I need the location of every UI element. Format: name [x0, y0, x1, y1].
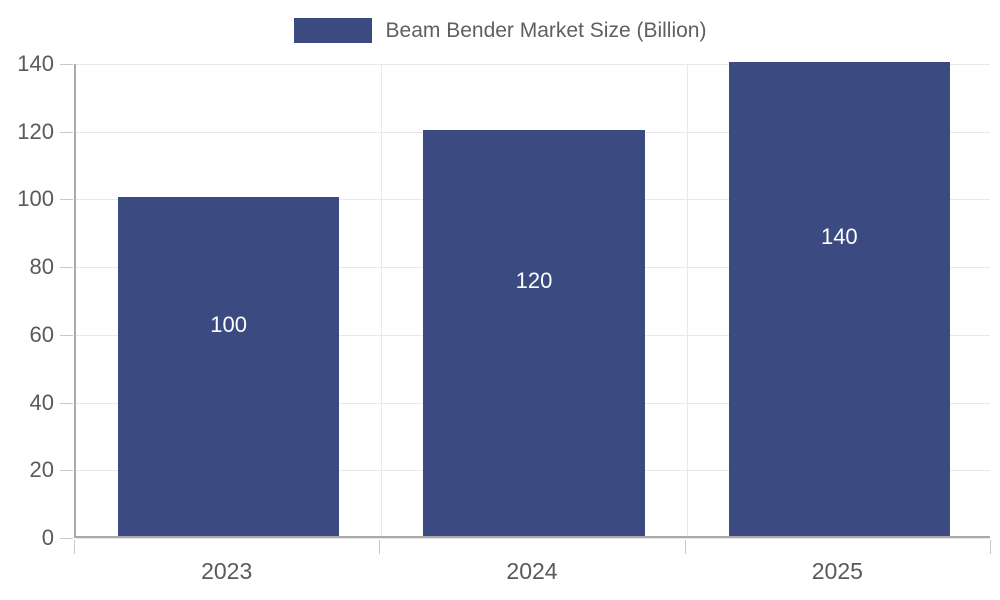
y-axis-tick-label: 20	[29, 457, 54, 483]
x-axis-tick-mark	[74, 540, 75, 554]
y-axis-tick-mark	[60, 538, 73, 539]
y-axis-tick-mark	[60, 334, 73, 336]
chart-legend: Beam Bender Market Size (Billion)	[0, 12, 1000, 48]
y-axis-tick-label: 40	[29, 389, 54, 415]
y-axis-tick-mark	[60, 470, 73, 472]
plot-area: 100 120 140	[74, 62, 990, 539]
x-axis-tick-mark	[379, 540, 381, 554]
y-axis-tick-label: 60	[29, 321, 54, 347]
legend-entry-beam-bender-market-size[interactable]: Beam Bender Market Size (Billion)	[293, 17, 707, 43]
y-axis-tick-label: 80	[29, 254, 54, 280]
y-axis-tick-mark	[60, 267, 73, 269]
bar-value-label: 100	[210, 312, 247, 338]
bar[interactable]: 140	[728, 62, 950, 536]
gridline-horizontal	[76, 538, 990, 539]
y-axis-tick-label: 120	[17, 118, 54, 144]
y-axis-tick-mark	[60, 402, 73, 404]
y-axis-tick-label: 0	[41, 525, 54, 550]
bar[interactable]: 120	[423, 129, 645, 536]
x-axis-tick-label: 2023	[201, 558, 253, 584]
x-axis-tick-label: 2025	[811, 558, 863, 584]
y-axis-tick-label: 100	[17, 186, 54, 212]
x-axis-tick-mark	[990, 540, 991, 554]
bar[interactable]: 100	[117, 197, 340, 536]
bar-value-label: 140	[820, 223, 858, 249]
y-axis-tick-mark	[60, 199, 73, 201]
legend-label: Beam Bender Market Size (Billion)	[385, 18, 707, 42]
gridline-horizontal	[76, 64, 990, 65]
y-axis-tick-label: 140	[17, 51, 54, 76]
bar-value-label: 120	[515, 267, 553, 293]
y-axis-tick-mark	[60, 131, 73, 133]
gridline-vertical	[686, 64, 688, 536]
legend-color-swatch-icon	[293, 17, 372, 43]
y-axis-tick-mark	[60, 64, 73, 65]
x-axis-tick-mark	[684, 540, 686, 554]
x-axis-tick-label: 2024	[506, 558, 558, 584]
gridline-vertical	[381, 64, 383, 536]
